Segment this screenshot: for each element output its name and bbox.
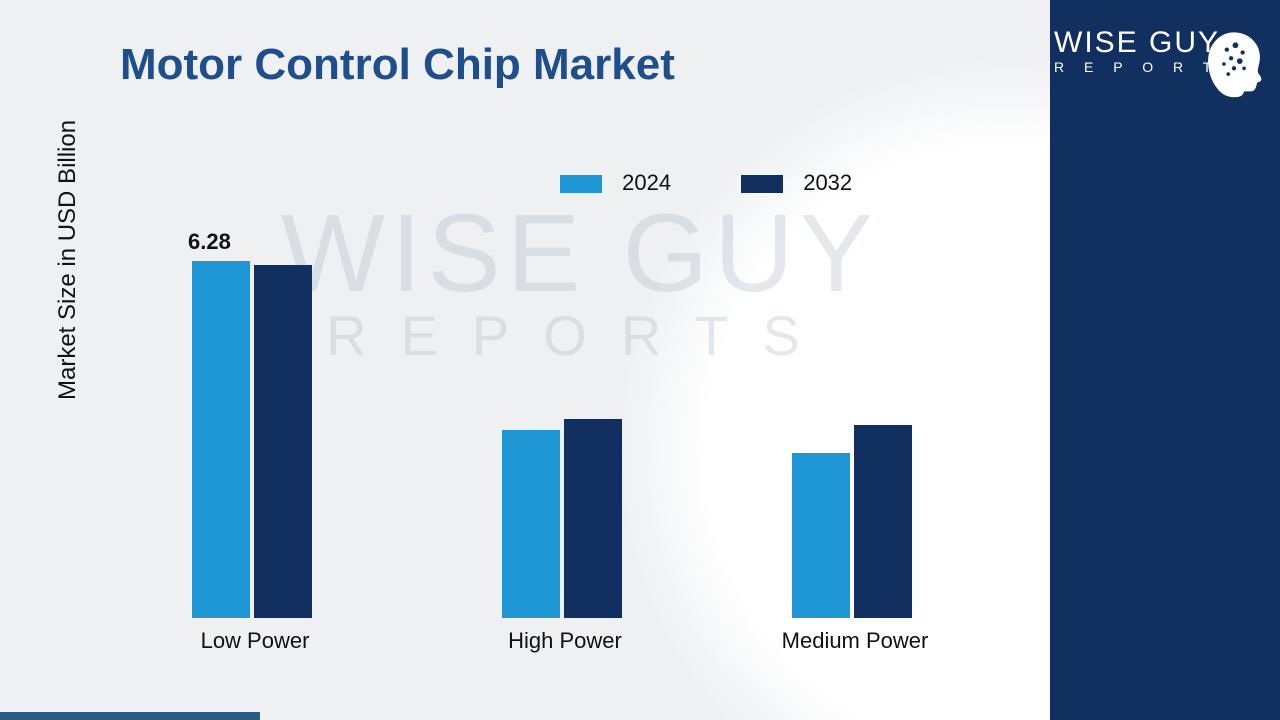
category-label: Medium Power — [760, 628, 950, 653]
brand-head-icon — [1198, 28, 1270, 100]
bottom-accent-strip — [0, 712, 260, 720]
legend-item-2024: 2024 — [560, 170, 671, 196]
legend-label-2032: 2032 — [803, 170, 852, 195]
legend-swatch-2024 — [560, 175, 602, 193]
bar — [502, 430, 560, 618]
brand-logo: WISE GUY R E P O R T S — [1054, 28, 1264, 74]
bar — [192, 261, 250, 618]
plot-area: 6.28 Low Power High Power Medium Power — [120, 210, 980, 650]
y-axis-label: Market Size in USD Billion — [54, 120, 82, 400]
chart-stage: WISE GUY REPORTS Motor Control Chip Mark… — [0, 0, 1280, 720]
legend-swatch-2032 — [741, 175, 783, 193]
bar — [564, 419, 622, 618]
bar — [254, 265, 312, 618]
category-label: Low Power — [160, 628, 350, 653]
bar — [792, 453, 850, 618]
category-label: High Power — [470, 628, 660, 653]
right-panel — [1050, 0, 1280, 720]
chart-title: Motor Control Chip Market — [120, 40, 675, 90]
legend-label-2024: 2024 — [622, 170, 671, 195]
bar — [854, 425, 912, 618]
legend: 2024 2032 — [560, 170, 852, 196]
legend-item-2032: 2032 — [741, 170, 852, 196]
bar-value-label: 6.28 — [188, 229, 231, 255]
